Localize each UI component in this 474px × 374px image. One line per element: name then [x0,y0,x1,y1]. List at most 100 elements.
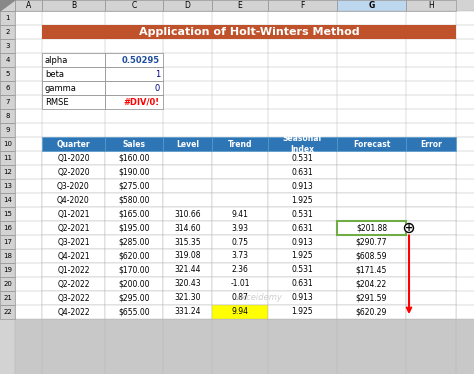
Text: 0.913: 0.913 [292,237,313,246]
Bar [42,151,105,165]
Bar [15,81,474,95]
Bar [406,193,456,207]
Bar [105,305,163,319]
Bar [42,67,105,81]
Text: 0.531: 0.531 [292,266,313,275]
Text: 15: 15 [3,211,12,217]
Text: 7: 7 [5,99,10,105]
Bar [337,179,406,193]
Text: $620.29: $620.29 [356,307,387,316]
Text: 19: 19 [3,267,12,273]
Text: $580.00: $580.00 [118,196,150,205]
Bar [212,291,268,305]
Text: gamma: gamma [45,83,77,92]
Text: H: H [428,1,434,10]
Bar [0,25,15,39]
Bar [15,263,474,277]
Bar [15,11,474,25]
Bar [268,165,337,179]
Text: 0.531: 0.531 [292,209,313,218]
Text: 5: 5 [5,71,9,77]
Bar [163,221,212,235]
Bar [15,207,474,221]
Bar [268,277,337,291]
Text: $291.59: $291.59 [356,294,387,303]
Bar [337,263,406,277]
Bar [42,53,105,67]
Text: 6: 6 [5,85,10,91]
Bar [337,305,406,319]
Text: 0.913: 0.913 [292,181,313,190]
Bar [42,291,105,305]
Text: 9: 9 [5,127,10,133]
Bar [268,193,337,207]
Bar [268,221,337,235]
Text: $204.22: $204.22 [356,279,387,288]
Text: #DIV/0!: #DIV/0! [124,98,160,107]
Text: 321.44: 321.44 [174,266,201,275]
Bar [42,221,105,235]
Text: 310.66: 310.66 [174,209,201,218]
Text: 321.30: 321.30 [174,294,201,303]
Bar [105,81,163,95]
Bar [163,291,212,305]
Bar [0,305,15,319]
Text: 3.93: 3.93 [231,224,248,233]
Bar [212,305,268,319]
Bar [42,95,105,109]
Bar [406,165,456,179]
Bar [15,235,474,249]
Text: alpha: alpha [45,55,68,64]
Bar [268,305,337,319]
Text: 12: 12 [3,169,12,175]
Bar [406,235,456,249]
Bar [0,0,15,11]
Text: 315.35: 315.35 [174,237,201,246]
Bar [0,95,15,109]
Text: Q4-2021: Q4-2021 [57,251,90,261]
Bar [268,179,337,193]
Text: 0: 0 [155,83,160,92]
Bar [105,151,163,165]
Bar [212,207,268,221]
Bar [163,305,212,319]
Text: $171.45: $171.45 [356,266,387,275]
Text: $608.59: $608.59 [356,251,387,261]
Text: C: C [131,1,137,10]
Text: $290.77: $290.77 [356,237,387,246]
Bar [337,137,406,151]
Text: 14: 14 [3,197,12,203]
Text: Forecast: Forecast [353,140,390,148]
Bar [105,95,163,109]
Bar [105,249,163,263]
Bar [212,193,268,207]
Text: 16: 16 [3,225,12,231]
Bar [268,291,337,305]
Bar [15,123,474,137]
Bar [42,0,105,11]
Text: 319.08: 319.08 [174,251,201,261]
Text: Q1-2022: Q1-2022 [57,266,90,275]
Bar [15,165,474,179]
Text: Application of Holt-Winters Method: Application of Holt-Winters Method [139,27,359,37]
Bar [406,179,456,193]
Bar [15,109,474,123]
Bar [105,0,163,11]
Text: Q2-2021: Q2-2021 [57,224,90,233]
Bar [105,179,163,193]
Text: 21: 21 [3,295,12,301]
Bar [42,137,105,151]
Text: Q4-2020: Q4-2020 [57,196,90,205]
Bar [105,221,163,235]
Text: 331.24: 331.24 [174,307,201,316]
Bar [0,207,15,221]
Bar [163,0,212,11]
Text: 17: 17 [3,239,12,245]
Bar [0,11,15,25]
Bar [15,291,474,305]
Bar [105,53,163,67]
Bar [42,25,456,39]
Bar [406,263,456,277]
Bar [406,305,456,319]
Text: 22: 22 [3,309,12,315]
